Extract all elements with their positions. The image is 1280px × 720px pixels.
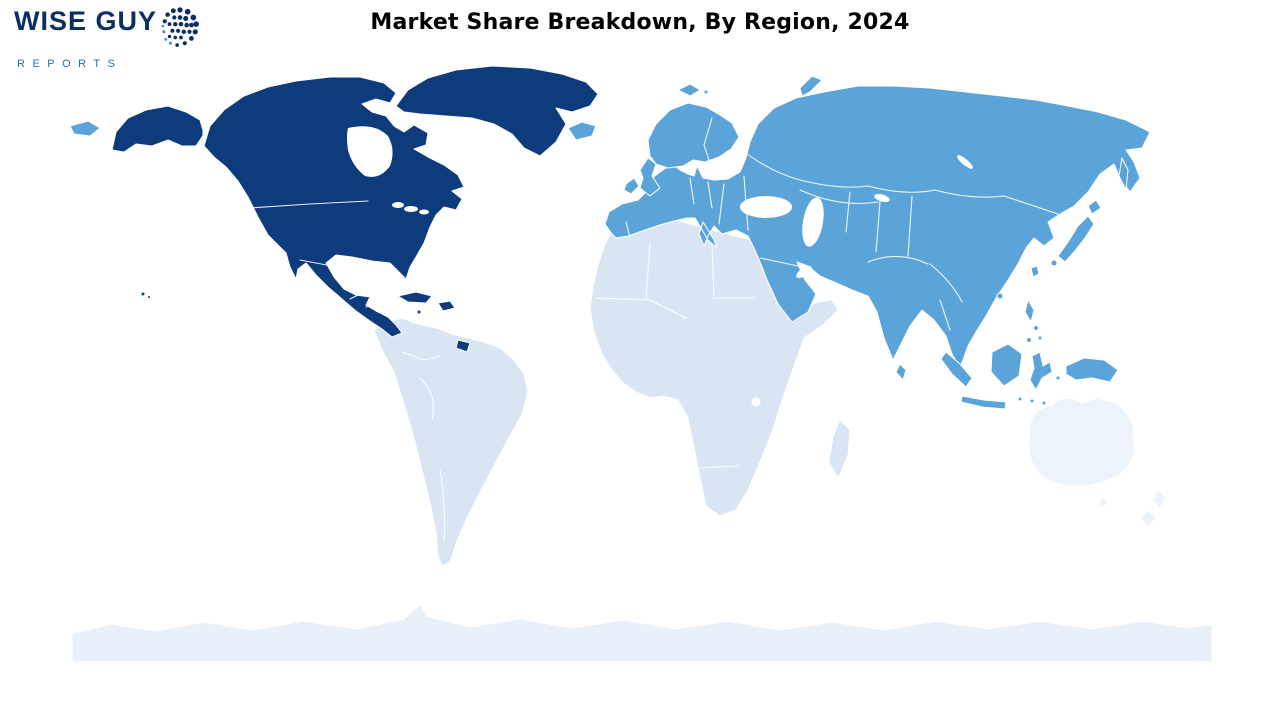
border-chile-argentina bbox=[439, 469, 446, 543]
island-philippines bbox=[1033, 325, 1039, 331]
island-lesser-sunda bbox=[1029, 398, 1035, 404]
island-luzon bbox=[1024, 299, 1035, 323]
island-new-zealand-south bbox=[1140, 509, 1158, 528]
landmass-south-america bbox=[373, 317, 529, 567]
island-iceland bbox=[567, 121, 597, 141]
island-madagascar bbox=[828, 419, 851, 479]
border-central-america bbox=[349, 294, 375, 308]
island-hainan bbox=[996, 292, 1004, 300]
island-taiwan bbox=[1030, 265, 1040, 278]
island-sakhalin bbox=[1118, 157, 1129, 191]
caspian-sea bbox=[802, 197, 824, 247]
island-hawaii bbox=[140, 291, 146, 297]
island-philippines bbox=[1026, 337, 1032, 343]
island-svalbard bbox=[677, 83, 701, 97]
island-new-guinea bbox=[1065, 357, 1119, 383]
border-europe-4 bbox=[743, 175, 749, 231]
great-lake bbox=[419, 209, 429, 215]
border-scandinavia bbox=[703, 117, 713, 161]
island-cuba bbox=[397, 291, 433, 304]
border-europe-2 bbox=[707, 181, 713, 209]
border-russia-south bbox=[741, 149, 1059, 215]
border-usa-canada bbox=[249, 200, 369, 209]
territory-french-guiana bbox=[455, 339, 471, 353]
great-lake bbox=[404, 206, 418, 212]
lakes-and-bays bbox=[347, 126, 973, 407]
island-mindanao bbox=[1037, 335, 1043, 341]
logo-secondary-text: REPORTS bbox=[17, 58, 123, 70]
wise-guy-reports-logo: WISE GUY bbox=[14, 6, 204, 70]
border-southeast-asia bbox=[929, 263, 963, 331]
border-europe-1 bbox=[689, 177, 695, 205]
border-saudi-north bbox=[759, 257, 799, 267]
island-hokkaido bbox=[1087, 199, 1102, 215]
country-borders bbox=[202, 117, 1059, 543]
island-honshu bbox=[1057, 215, 1095, 263]
dotted-head-icon bbox=[160, 4, 200, 55]
border-southern-africa bbox=[699, 465, 739, 469]
head-dots-accent bbox=[161, 24, 173, 45]
logo-row: WISE GUY bbox=[14, 6, 204, 55]
black-sea bbox=[740, 196, 792, 218]
border-egypt-sudan bbox=[711, 243, 755, 299]
landmass-canada-usa-mexico bbox=[203, 76, 465, 338]
island-kyushu bbox=[1050, 259, 1058, 267]
lake-baikal bbox=[957, 155, 973, 169]
border-brazil bbox=[419, 377, 435, 421]
logo-primary-text: WISE GUY bbox=[14, 6, 158, 36]
region-oceania bbox=[1028, 397, 1167, 528]
border-south-america bbox=[401, 351, 441, 361]
lake-balkhash bbox=[874, 194, 890, 202]
region-north-america bbox=[111, 65, 599, 353]
island-novaya-zemlya bbox=[799, 75, 823, 97]
head-dots-dark bbox=[162, 7, 199, 47]
border-kazakhstan bbox=[799, 189, 879, 204]
island-lesser-sunda bbox=[1017, 396, 1023, 402]
persian-gulf bbox=[796, 265, 812, 279]
island-moluccas bbox=[1055, 375, 1061, 381]
island-ireland bbox=[623, 177, 640, 195]
border-india-china bbox=[867, 255, 929, 265]
island-svalbard-east bbox=[703, 89, 709, 95]
region-antarctica bbox=[71, 603, 1213, 663]
landmass-alaska bbox=[111, 105, 205, 153]
landmass-antarctica bbox=[71, 603, 1213, 663]
island-java bbox=[960, 395, 1007, 410]
border-west-africa bbox=[625, 221, 631, 239]
island-sumatra bbox=[940, 351, 973, 388]
island-sulawesi bbox=[1029, 351, 1053, 391]
island-great-britain bbox=[639, 157, 661, 197]
island-hawaii bbox=[147, 295, 151, 299]
landmass-greenland bbox=[395, 65, 599, 157]
landmass-australia bbox=[1028, 397, 1135, 487]
island-sri-lanka bbox=[895, 363, 907, 381]
island-jamaica bbox=[416, 309, 422, 315]
page-title: Market Share Breakdown, By Region, 2024 bbox=[370, 10, 910, 35]
border-central-asia bbox=[845, 191, 913, 257]
landmass-chukotka-west bbox=[69, 120, 101, 137]
island-new-zealand-north bbox=[1152, 489, 1167, 509]
border-usa-mexico bbox=[299, 259, 363, 267]
great-lake bbox=[392, 202, 404, 208]
island-borneo bbox=[990, 343, 1023, 387]
lake-victoria bbox=[751, 397, 761, 407]
island-hispaniola bbox=[437, 300, 456, 312]
landmass-scandinavia bbox=[647, 102, 740, 169]
hudson-bay bbox=[347, 126, 393, 177]
border-europe-3 bbox=[718, 183, 725, 225]
island-lesser-sunda bbox=[1041, 400, 1047, 406]
border-sahara bbox=[595, 241, 687, 319]
island-tasmania bbox=[1098, 497, 1108, 507]
